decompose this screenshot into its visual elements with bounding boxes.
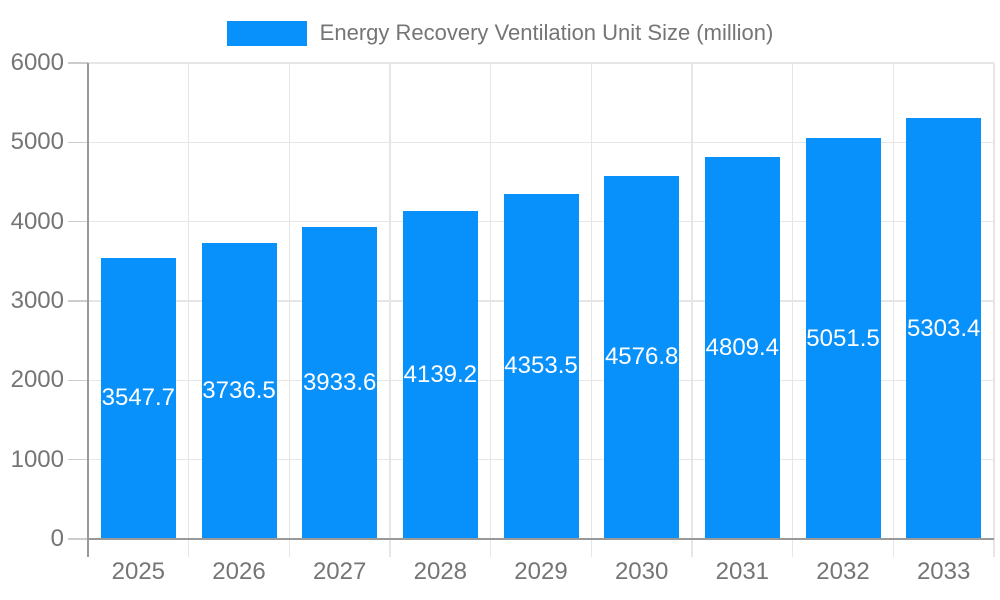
bar-value-label: 5303.4 — [906, 314, 981, 342]
v-gridline — [892, 63, 895, 557]
y-tick-label: 1000 — [10, 445, 64, 473]
legend-swatch-icon — [226, 20, 307, 46]
y-tick-label: 4000 — [10, 207, 64, 235]
v-gridline — [590, 63, 593, 557]
v-gridline — [489, 63, 492, 557]
x-tick-label: 2033 — [916, 558, 971, 585]
y-tick-mark — [68, 220, 88, 223]
x-tick-label: 2030 — [614, 558, 669, 585]
x-tick-label: 2025 — [111, 558, 166, 585]
y-tick-mark — [68, 458, 88, 461]
y-tick-label: 5000 — [10, 128, 64, 156]
v-gridline — [691, 63, 693, 557]
bar[interactable] — [704, 157, 780, 538]
y-tick-mark — [68, 141, 88, 144]
bar[interactable] — [100, 257, 176, 538]
y-axis-line — [87, 63, 89, 557]
bar[interactable] — [302, 226, 378, 538]
bar[interactable] — [201, 242, 277, 538]
bar-value-label: 4576.8 — [604, 343, 679, 371]
y-tick-mark — [68, 379, 88, 382]
bar[interactable] — [503, 193, 579, 538]
v-gridline — [187, 63, 190, 557]
x-tick-label: 2027 — [312, 558, 367, 585]
v-gridline — [389, 63, 391, 557]
bar-value-label: 3933.6 — [302, 368, 377, 396]
x-tick-label: 2029 — [514, 558, 568, 585]
legend[interactable]: Energy Recovery Ventilation Unit Size (m… — [0, 18, 1000, 48]
y-tick-mark — [68, 62, 88, 64]
legend-label: Energy Recovery Ventilation Unit Size (m… — [319, 20, 774, 45]
y-tick-label: 0 — [50, 525, 64, 552]
x-axis-line — [88, 538, 994, 540]
bar[interactable] — [402, 210, 478, 538]
bar-value-label: 4353.5 — [504, 352, 578, 380]
bar[interactable] — [805, 138, 881, 538]
bar[interactable] — [906, 118, 982, 538]
v-gridline — [288, 63, 291, 557]
x-tick-label: 2028 — [413, 558, 468, 585]
y-tick-label: 6000 — [10, 49, 64, 76]
bar-value-label: 5051.5 — [806, 324, 880, 352]
x-tick-label: 2026 — [212, 558, 266, 585]
x-tick-label: 2032 — [816, 558, 870, 585]
bar-value-label: 3736.5 — [202, 376, 276, 404]
bar-value-label: 4809.4 — [705, 334, 780, 362]
bar-value-label: 3547.7 — [101, 384, 176, 412]
v-gridline — [993, 63, 995, 557]
y-tick-mark — [68, 538, 88, 540]
x-tick-label: 2031 — [715, 558, 770, 585]
y-tick-label: 3000 — [10, 287, 64, 314]
y-tick-label: 2000 — [10, 366, 64, 394]
v-gridline — [791, 63, 794, 557]
bar[interactable] — [604, 175, 680, 538]
y-tick-mark — [68, 300, 88, 302]
h-gridline — [88, 62, 994, 64]
h-gridline — [88, 141, 994, 144]
bar-value-label: 4139.2 — [403, 360, 478, 388]
